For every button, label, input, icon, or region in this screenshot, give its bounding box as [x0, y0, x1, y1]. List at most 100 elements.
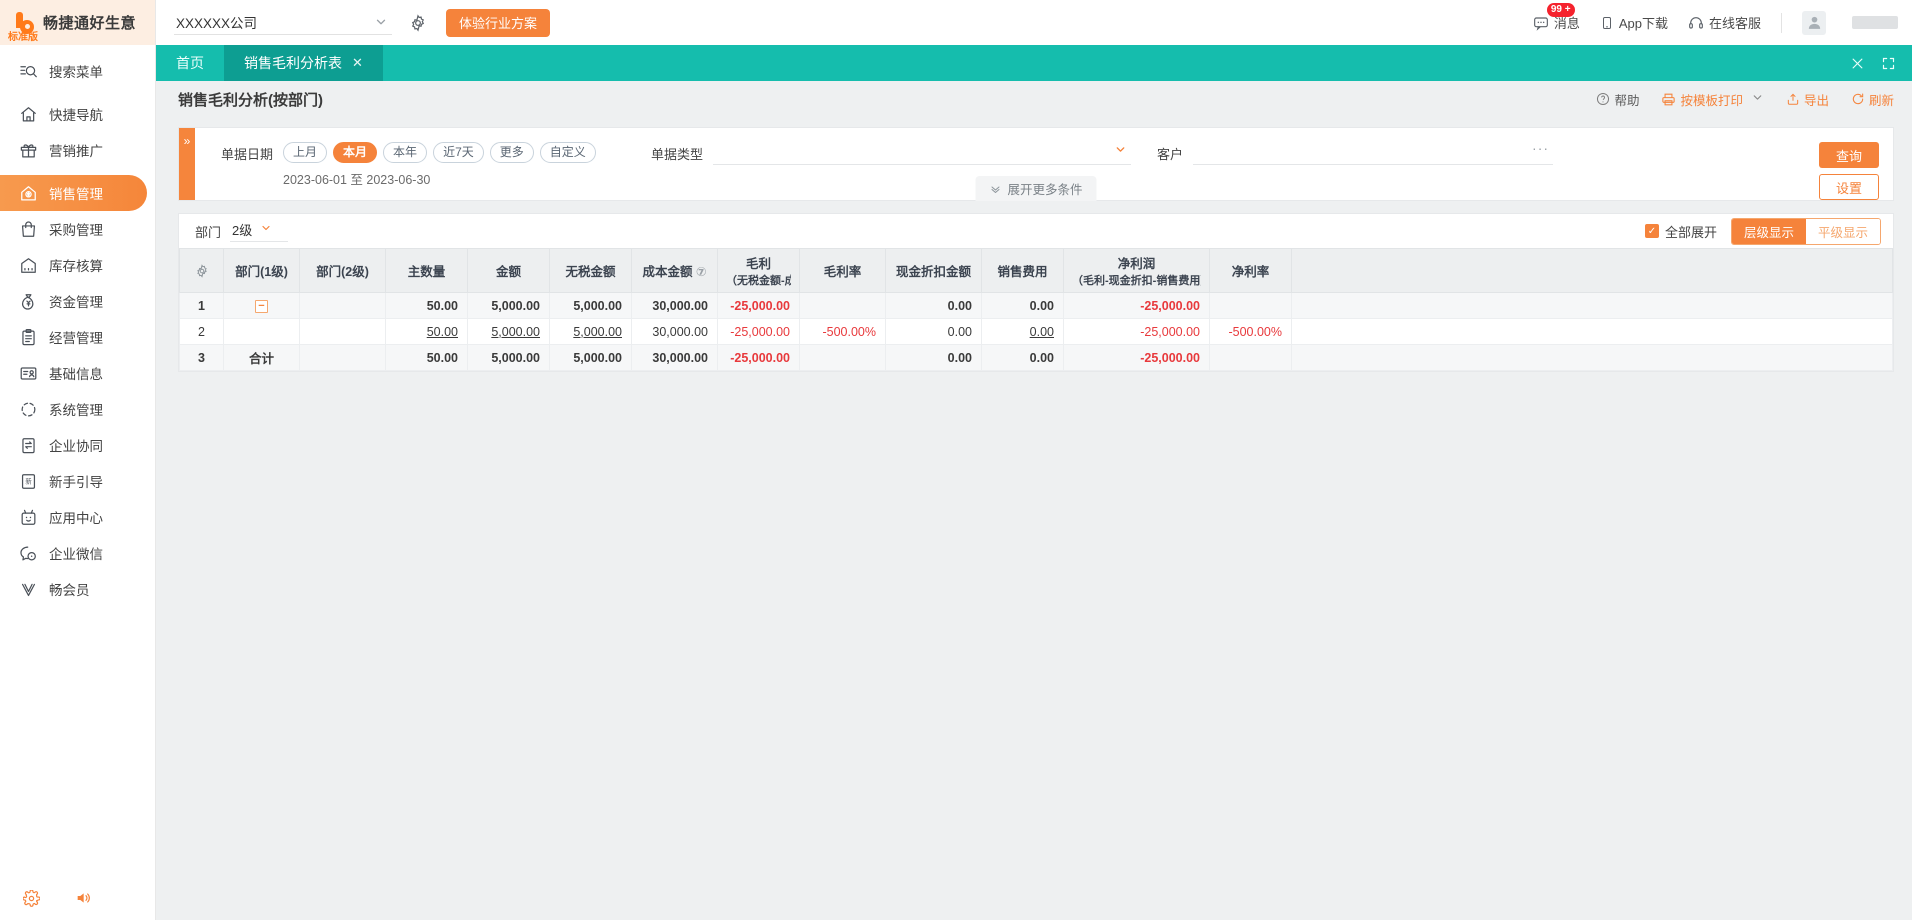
online-support-entry[interactable]: 在线客服 — [1688, 13, 1761, 32]
settings-button[interactable]: 设置 — [1819, 174, 1879, 200]
display-mode-hierarchical[interactable]: 层级显示 — [1731, 218, 1806, 244]
col-header-cash[interactable]: 现金折扣金额 — [885, 248, 982, 293]
col-header-sfee[interactable]: 销售费用 — [981, 248, 1064, 293]
sidebar-item-5[interactable]: 采购管理 — [0, 211, 155, 247]
col-title: 成本金额 — [642, 265, 693, 279]
expand-all-checkbox[interactable]: ✓ 全部展开 — [1644, 222, 1717, 241]
sidebar-item-6[interactable]: 库存核算 — [0, 247, 155, 283]
report-table: 部门(1级) 部门(2级) 主数量 金额 无税金额 成本金额 ⑦ 毛利 （无税金额-成本金额）… — [179, 248, 1893, 371]
col-header-netamt[interactable]: 无税金额 — [549, 248, 632, 293]
col-header-amt[interactable]: 金额 — [467, 248, 550, 293]
cell-value: -25,000.00 — [1140, 298, 1200, 313]
app-download-entry[interactable]: App下载 — [1600, 13, 1668, 32]
display-mode-segmented: 层级显示 平级显示 — [1730, 217, 1881, 245]
cell-npr — [1209, 344, 1292, 371]
sidebar-item-3[interactable]: 营销推广 — [0, 132, 155, 168]
col-header-d1[interactable]: 部门(1级) — [223, 248, 300, 293]
sidebar-item-label: 搜索菜单 — [49, 65, 103, 80]
col-header-gp[interactable]: 毛利 （无税金额-成本金额） — [717, 248, 800, 293]
trial-solution-button[interactable]: 体验行业方案 — [446, 8, 551, 37]
collapse-double-chevron-icon[interactable]: » — [179, 128, 195, 200]
col-header-gear[interactable] — [179, 248, 224, 293]
chevron-down-icon[interactable] — [1751, 91, 1764, 107]
col-subtitle: （无税金额-成本金额） — [726, 275, 791, 287]
col-header-d2[interactable]: 部门(2级) — [299, 248, 386, 293]
row-collapse-toggle[interactable]: − — [255, 300, 268, 313]
company-selector[interactable] — [174, 10, 392, 35]
cell-pad — [1291, 318, 1893, 345]
sidebar-item-1[interactable]: 搜索菜单 — [0, 53, 155, 89]
sidebar-item-12[interactable]: 新 新手引导 — [0, 463, 155, 499]
cell-value[interactable]: 0.00 — [1029, 324, 1054, 339]
sidebar-item-15[interactable]: 畅会员 — [0, 571, 155, 607]
cell-value[interactable]: 50.00 — [426, 324, 458, 339]
expand-more-conditions[interactable]: 展开更多条件 — [975, 176, 1097, 201]
doctype-input[interactable] — [713, 142, 1132, 165]
sidebar-item-13[interactable]: 应用中心 — [0, 499, 155, 535]
export-button[interactable]: 导出 — [1786, 90, 1829, 109]
gear-icon[interactable] — [408, 13, 428, 33]
table-row[interactable]: 3 合计 50.00 5,000.00 5,000.00 30,000.00 -25,000… — [179, 344, 1893, 371]
col-header-np[interactable]: 净利润 （毛利-现金折扣-销售费用） — [1063, 248, 1210, 293]
cell-d2 — [299, 344, 386, 371]
help-button[interactable]: 帮助 — [1596, 90, 1639, 109]
sidebar-item-8[interactable]: 经营管理 — [0, 319, 155, 355]
col-header-pad[interactable] — [1291, 248, 1893, 293]
volume-icon[interactable] — [74, 889, 92, 907]
col-header-gpr[interactable]: 毛利率 — [799, 248, 886, 293]
username-masked — [1852, 16, 1898, 29]
sidebar-item-7[interactable]: 资金管理 — [0, 283, 155, 319]
display-mode-flat[interactable]: 平级显示 — [1805, 218, 1880, 244]
col-header-cost[interactable]: 成本金额 ⑦ — [631, 248, 718, 293]
cell-d2 — [299, 318, 386, 345]
chevron-down-icon[interactable] — [374, 15, 388, 32]
row-index: 1 — [179, 292, 224, 319]
query-button[interactable]: 查询 — [1819, 142, 1879, 168]
date-chip-2[interactable]: 本月 — [333, 142, 378, 163]
help-circle-icon[interactable]: ⑦ — [695, 265, 707, 279]
chevron-down-icon[interactable] — [1114, 143, 1127, 159]
settings-gear-icon[interactable] — [22, 889, 40, 907]
table-settings-gear-icon[interactable] — [188, 263, 215, 278]
company-input[interactable] — [174, 10, 392, 35]
print-template-button[interactable]: 按模板打印 — [1661, 90, 1743, 109]
date-chip-3[interactable]: 本年 — [383, 142, 428, 163]
col-header-qty[interactable]: 主数量 — [385, 248, 468, 293]
sidebar-item-4[interactable]: 销售管理 — [0, 175, 147, 211]
date-range-text: 2023-06-01 至 2023-06-30 — [283, 173, 431, 187]
tab-2[interactable]: 销售毛利分析表 ✕ — [224, 45, 383, 81]
tab-1[interactable]: 首页 — [156, 45, 224, 81]
ellipsis-icon[interactable]: ··· — [1532, 140, 1550, 156]
message-icon — [1533, 16, 1548, 31]
sidebar-item-14[interactable]: 企业微信 — [0, 535, 155, 571]
cell-value[interactable]: 5,000.00 — [491, 324, 540, 339]
refresh-button[interactable]: 刷新 — [1851, 90, 1894, 109]
report-table-head: 部门(1级) 部门(2级) 主数量 金额 无税金额 成本金额 ⑦ 毛利 （无税金额-成本金额）… — [179, 248, 1893, 293]
tab-close-icon[interactable]: ✕ — [352, 55, 363, 70]
fullscreen-icon[interactable] — [1881, 56, 1896, 71]
expand-all-label: 全部展开 — [1664, 224, 1717, 240]
date-chip-5[interactable]: 更多 — [489, 142, 534, 163]
close-icon[interactable] — [1850, 56, 1865, 71]
date-chip-4[interactable]: 近7天 — [433, 142, 484, 163]
cell-npr: -500.00% — [1209, 318, 1292, 345]
sidebar-item-11[interactable]: 企业协同 — [0, 427, 155, 463]
help-circle-icon — [1597, 92, 1610, 106]
date-chip-1[interactable]: 上月 — [283, 142, 328, 163]
sidebar-item-2[interactable]: 快捷导航 — [0, 96, 155, 132]
customer-input[interactable] — [1193, 142, 1554, 165]
messages-entry[interactable]: 消息 99 + — [1533, 3, 1580, 32]
cell-value[interactable]: 5,000.00 — [573, 324, 622, 339]
table-row[interactable]: 1 − 50.00 5,000.00 5,000.00 30,000.00 -25,000.… — [179, 292, 1893, 319]
sidebar-item-9[interactable]: 基础信息 — [0, 355, 155, 391]
sidebar-item-label: 企业微信 — [49, 547, 103, 562]
col-header-npr[interactable]: 净利率 — [1209, 248, 1292, 293]
dept-level-select[interactable]: 2级 — [230, 220, 289, 242]
table-row[interactable]: 2 50.00 5,000.00 5,000.00 30,000.00 -25,000.0… — [179, 318, 1893, 345]
sidebar-item-10[interactable]: 系统管理 — [0, 391, 155, 427]
page-content: » 单据日期 上月 本月 本年 近7天 更多 自定义 2023-06-01 至 2023-… — [156, 117, 1912, 920]
cell-sfee: 0.00 — [981, 318, 1064, 345]
cell-value: -25,000.00 — [730, 350, 790, 365]
avatar[interactable] — [1802, 10, 1826, 35]
date-chip-6[interactable]: 自定义 — [539, 142, 596, 163]
